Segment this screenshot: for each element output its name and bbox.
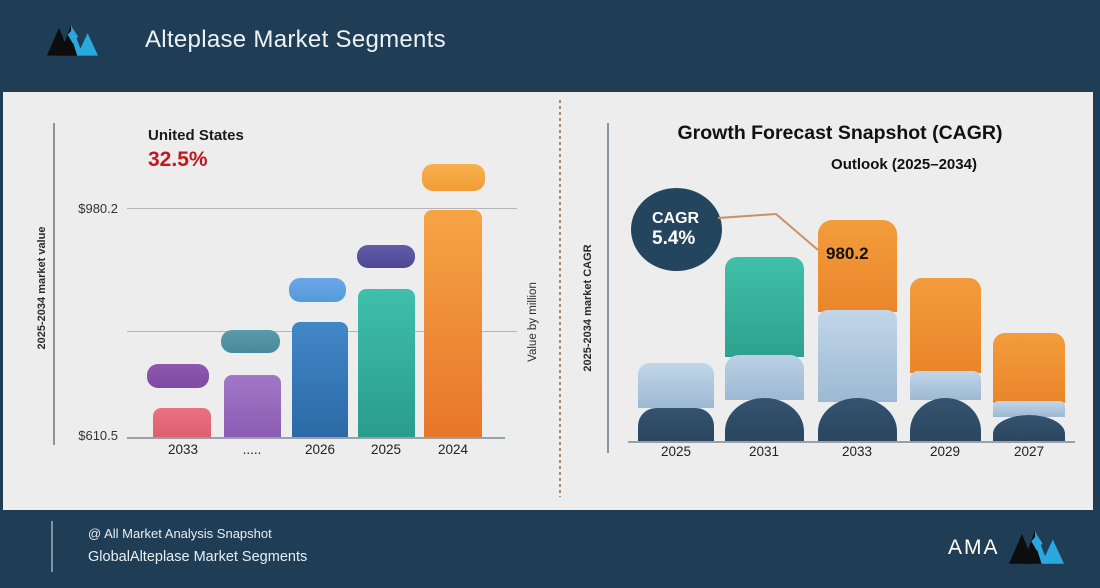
right-x-label-3: 2029 xyxy=(929,444,961,459)
right-y-axis-title: 2025-2034 market CAGR xyxy=(582,244,594,372)
right-x-label-4: 2027 xyxy=(1013,444,1045,459)
stack-2031-base xyxy=(725,398,804,441)
left-x-label-3: 2025 xyxy=(370,442,402,457)
bar-2025 xyxy=(358,289,415,437)
cagr-badge-label: CAGR xyxy=(652,210,700,227)
stack-2027-base xyxy=(993,415,1065,441)
stack-2033-top xyxy=(818,220,897,312)
stack-2029-mid xyxy=(910,371,981,400)
left-x-label-1: ..... xyxy=(242,442,262,457)
stack-2025-mid xyxy=(638,363,714,408)
right-data-label: 980.2 xyxy=(826,244,869,263)
stack-2025 xyxy=(638,363,714,441)
cagr-badge: CAGR 5.4% xyxy=(631,188,722,271)
stack-2029-base xyxy=(910,398,981,441)
page-title: Alteplase Market Segments xyxy=(145,26,446,53)
footer-brand-text: AMA xyxy=(948,536,1000,559)
ama-logo-footer xyxy=(1008,530,1064,564)
right-x-label-0: 2025 xyxy=(660,444,692,459)
right-chart-subtitle: Outlook (2025–2034) xyxy=(831,156,977,173)
badge-connector-line xyxy=(717,212,819,251)
left-x-label-2: 2026 xyxy=(304,442,336,457)
stack-2033-base xyxy=(818,398,897,441)
footer-snapshot-text: @ All Market Analysis Snapshot xyxy=(88,526,272,541)
footer-divider-line xyxy=(51,521,53,572)
left-y-axis-line xyxy=(53,123,55,445)
left-chart-highlight-value: 32.5% xyxy=(148,148,208,171)
stack-2027-mid xyxy=(993,401,1065,417)
middle-value-axis-label: Value by million xyxy=(527,282,539,362)
stack-2033-mid xyxy=(818,310,897,402)
cap-2033 xyxy=(147,364,209,388)
left-y-tick-top: $980.2 xyxy=(78,201,118,216)
stack-2033 xyxy=(818,220,897,441)
cagr-badge-value: 5.4% xyxy=(652,228,696,249)
bar-2033 xyxy=(153,408,211,437)
right-chart-title: Growth Forecast Snapshot (CAGR) xyxy=(677,122,1003,144)
ama-logo xyxy=(46,24,98,56)
stack-2031 xyxy=(725,257,804,441)
gridline-top xyxy=(127,208,517,209)
right-x-label-1: 2031 xyxy=(748,444,780,459)
cap-dots xyxy=(221,330,280,353)
cap-2024 xyxy=(422,164,485,191)
left-x-label-4: 2024 xyxy=(437,442,469,457)
right-x-axis-line xyxy=(628,441,1075,443)
stack-2025-base xyxy=(638,408,714,441)
left-x-axis-line xyxy=(127,437,505,439)
bar-dots xyxy=(224,375,281,437)
cap-2026 xyxy=(289,278,346,302)
stack-2029 xyxy=(910,278,981,441)
left-y-tick-bottom: $610.5 xyxy=(78,428,118,443)
stack-2029-top xyxy=(910,278,981,373)
right-x-label-2: 2033 xyxy=(841,444,873,459)
bar-2026 xyxy=(292,322,348,437)
footer-global-text: GlobalAlteplase Market Segments xyxy=(88,549,308,565)
stack-2031-top xyxy=(725,257,804,357)
left-y-axis-title: 2025-2034 market value xyxy=(36,226,48,350)
left-x-label-0: 2033 xyxy=(167,442,199,457)
stack-2031-mid xyxy=(725,355,804,400)
cap-2025 xyxy=(357,245,415,268)
bar-2024 xyxy=(424,210,482,437)
dashed-divider xyxy=(559,100,561,497)
right-y-axis-line xyxy=(607,123,609,453)
stack-2027 xyxy=(993,333,1065,441)
footer-bar xyxy=(0,510,1100,588)
stack-2027-top xyxy=(993,333,1065,403)
left-chart-region-label: United States xyxy=(148,127,244,144)
